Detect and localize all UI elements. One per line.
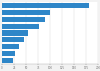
Bar — [2, 10, 50, 15]
Bar — [2, 51, 15, 56]
Bar — [2, 37, 24, 42]
Bar — [2, 30, 28, 36]
Bar — [2, 24, 39, 29]
Bar — [2, 44, 19, 49]
Bar — [2, 58, 13, 63]
Bar — [2, 3, 89, 8]
Bar — [2, 17, 45, 22]
